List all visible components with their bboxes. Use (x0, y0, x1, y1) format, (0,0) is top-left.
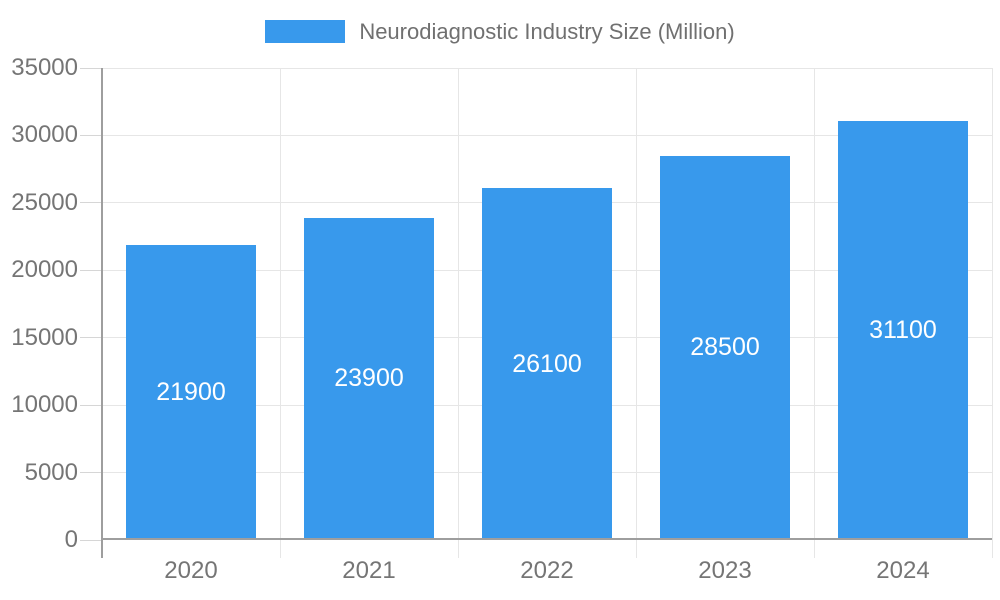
y-axis-label: 10000 (11, 391, 78, 419)
bar-2021[interactable]: 23900 (304, 217, 434, 540)
bar-2020[interactable]: 21900 (126, 244, 256, 540)
y-axis-label: 5000 (24, 458, 78, 486)
y-axis-tick (80, 404, 102, 406)
bar-2022[interactable]: 26100 (482, 188, 612, 540)
chart-legend: Neurodiagnostic Industry Size (Million) (0, 20, 1000, 43)
gridline-vertical (457, 68, 459, 558)
y-axis-label: 30000 (11, 121, 78, 149)
legend-label: Neurodiagnostic Industry Size (Million) (359, 19, 735, 44)
x-axis-label: 2022 (520, 557, 574, 584)
bar-value-label: 31100 (869, 315, 937, 344)
y-axis-tick (80, 269, 102, 271)
gridline-vertical (813, 68, 815, 558)
bar-value-label: 21900 (156, 377, 226, 406)
y-axis-line (101, 68, 103, 558)
y-axis-tick (80, 202, 102, 204)
x-axis-label: 2024 (876, 557, 930, 584)
gridline-vertical (635, 68, 637, 558)
x-axis-line (102, 538, 992, 540)
x-axis-label: 2023 (698, 557, 752, 584)
bar-2023[interactable]: 28500 (660, 155, 790, 540)
x-axis-label: 2020 (164, 557, 218, 584)
y-axis-label: 35000 (11, 54, 78, 81)
y-axis-label: 0 (64, 526, 78, 553)
y-axis-tick (80, 539, 102, 541)
y-axis-tick (80, 134, 102, 136)
y-axis-label: 20000 (11, 256, 78, 284)
y-axis-label: 15000 (11, 323, 78, 351)
gridline-horizontal (102, 134, 992, 136)
bar-value-label: 23900 (334, 364, 404, 393)
bar-value-label: 28500 (690, 333, 760, 362)
plot-area: 0 5000 10000 15000 20000 25000 30000 35000 21900… (11, 54, 993, 584)
gridline-vertical (279, 68, 281, 558)
gridline-vertical (991, 68, 993, 558)
legend-swatch (265, 20, 346, 43)
gridline-horizontal (102, 67, 992, 69)
y-axis-tick (80, 472, 102, 474)
x-axis-label: 2021 (342, 557, 396, 584)
y-axis-label: 25000 (11, 188, 78, 216)
bar-value-label: 26100 (512, 349, 582, 378)
y-axis-tick (80, 67, 102, 69)
bar-2024[interactable]: 31100 (838, 120, 968, 540)
y-axis-tick (80, 337, 102, 339)
